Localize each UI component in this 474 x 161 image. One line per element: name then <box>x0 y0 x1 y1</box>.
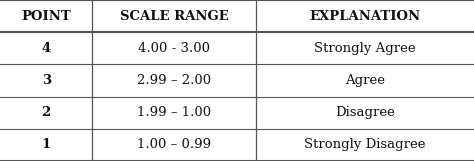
Text: EXPLANATION: EXPLANATION <box>310 10 420 23</box>
Text: Agree: Agree <box>345 74 385 87</box>
Text: Strongly Agree: Strongly Agree <box>314 42 416 55</box>
Text: 3: 3 <box>42 74 51 87</box>
Text: 4: 4 <box>42 42 51 55</box>
Text: SCALE RANGE: SCALE RANGE <box>120 10 228 23</box>
Text: 1.00 – 0.99: 1.00 – 0.99 <box>137 138 211 151</box>
Text: Strongly Disagree: Strongly Disagree <box>304 138 426 151</box>
Text: 2.99 – 2.00: 2.99 – 2.00 <box>137 74 211 87</box>
Text: 1: 1 <box>42 138 51 151</box>
Text: POINT: POINT <box>21 10 71 23</box>
Text: 1.99 – 1.00: 1.99 – 1.00 <box>137 106 211 119</box>
Text: 4.00 - 3.00: 4.00 - 3.00 <box>138 42 210 55</box>
Text: 2: 2 <box>42 106 51 119</box>
Text: Disagree: Disagree <box>335 106 395 119</box>
